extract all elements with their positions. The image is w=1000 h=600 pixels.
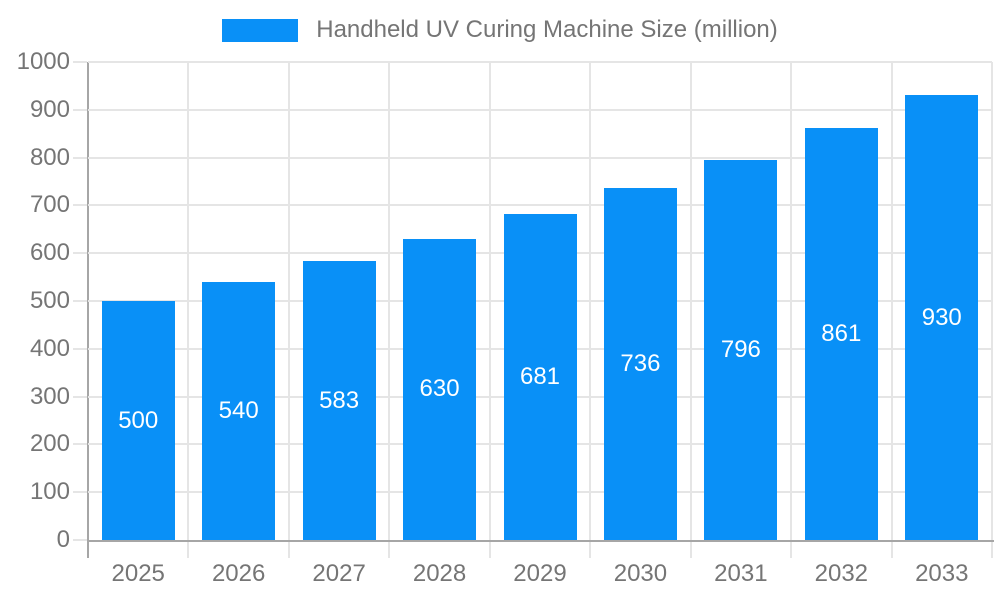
y-axis-tick [73, 61, 87, 63]
x-axis-tick [790, 542, 793, 558]
y-axis-label: 600 [29, 239, 70, 267]
x-axis-tick [287, 542, 290, 558]
bar-2028[interactable]: 630 [403, 238, 477, 540]
y-axis-tick [73, 156, 87, 159]
y-axis-tick [73, 204, 87, 207]
bar-2027[interactable]: 583 [302, 261, 376, 540]
bar-value-label: 583 [319, 386, 360, 414]
y-axis-tick [73, 300, 87, 302]
bar-value-label: 861 [821, 320, 862, 348]
gridline-vertical [287, 62, 290, 540]
gridline-vertical [187, 62, 190, 540]
gridline-vertical [388, 62, 391, 540]
bar-value-label: 796 [720, 335, 761, 363]
y-axis-label: 1000 [16, 48, 70, 75]
y-axis-line [87, 62, 89, 558]
gridline-vertical [890, 62, 893, 540]
y-axis-tick [73, 491, 87, 494]
gridline-vertical [790, 62, 793, 540]
gridline-horizontal [88, 156, 992, 159]
gridline-horizontal [88, 108, 992, 111]
gridline-vertical [689, 62, 692, 540]
y-axis-tick [73, 252, 87, 255]
x-axis-label: 2032 [814, 560, 869, 587]
bar-value-label: 736 [620, 350, 661, 378]
x-axis-tick [689, 542, 692, 558]
y-axis-label: 800 [29, 143, 70, 171]
x-axis-label: 2033 [915, 560, 969, 587]
y-axis-label: 900 [29, 95, 70, 123]
bar-2025[interactable]: 500 [101, 301, 175, 540]
x-axis-label: 2031 [714, 560, 768, 587]
legend-label: Handheld UV Curing Machine Size (million… [316, 16, 778, 43]
bar-2030[interactable]: 736 [603, 188, 677, 540]
y-axis-tick [73, 108, 87, 111]
gridline-horizontal [88, 204, 992, 207]
bar-2033[interactable]: 930 [905, 95, 979, 540]
x-axis-tick [187, 542, 190, 558]
x-axis-label: 2026 [211, 560, 266, 587]
bar-value-label: 930 [921, 303, 962, 331]
gridline-vertical [589, 62, 592, 540]
legend-swatch-icon [222, 18, 299, 42]
x-axis-label: 2027 [312, 560, 366, 587]
y-axis-label: 0 [56, 526, 70, 553]
y-axis-label: 300 [29, 382, 70, 410]
bar-value-label: 630 [419, 375, 460, 403]
x-axis-label: 2030 [613, 560, 668, 587]
y-axis-label: 700 [29, 191, 70, 219]
x-axis-tick [890, 542, 893, 558]
bar-value-label: 500 [118, 406, 159, 434]
y-axis-label: 200 [29, 430, 70, 458]
x-axis-tick [589, 542, 592, 558]
x-axis-label: 2028 [412, 560, 467, 587]
bar-2031[interactable]: 796 [704, 159, 778, 540]
gridline-horizontal [88, 61, 992, 63]
bar-2029[interactable]: 681 [503, 214, 577, 540]
x-axis-label: 2025 [111, 560, 165, 587]
gridline-vertical [488, 62, 491, 540]
y-axis-label: 100 [29, 478, 70, 506]
bar-value-label: 681 [519, 363, 561, 391]
bar-2032[interactable]: 861 [804, 128, 878, 540]
x-axis-tick [488, 542, 491, 558]
y-axis-label: 400 [29, 334, 70, 362]
gridline-vertical [991, 62, 993, 540]
y-axis-tick [73, 347, 87, 350]
bar-2026[interactable]: 540 [202, 281, 276, 540]
legend[interactable]: Handheld UV Curing Machine Size (million… [0, 16, 1000, 44]
x-axis-label: 2029 [513, 560, 567, 587]
y-axis-label: 500 [29, 287, 70, 314]
y-axis-tick [73, 395, 87, 398]
y-axis-tick [73, 443, 87, 446]
x-axis-tick [388, 542, 391, 558]
x-axis-line [87, 540, 994, 542]
bar-value-label: 540 [218, 396, 259, 424]
y-axis-tick [73, 539, 87, 541]
x-axis-tick [991, 542, 993, 558]
